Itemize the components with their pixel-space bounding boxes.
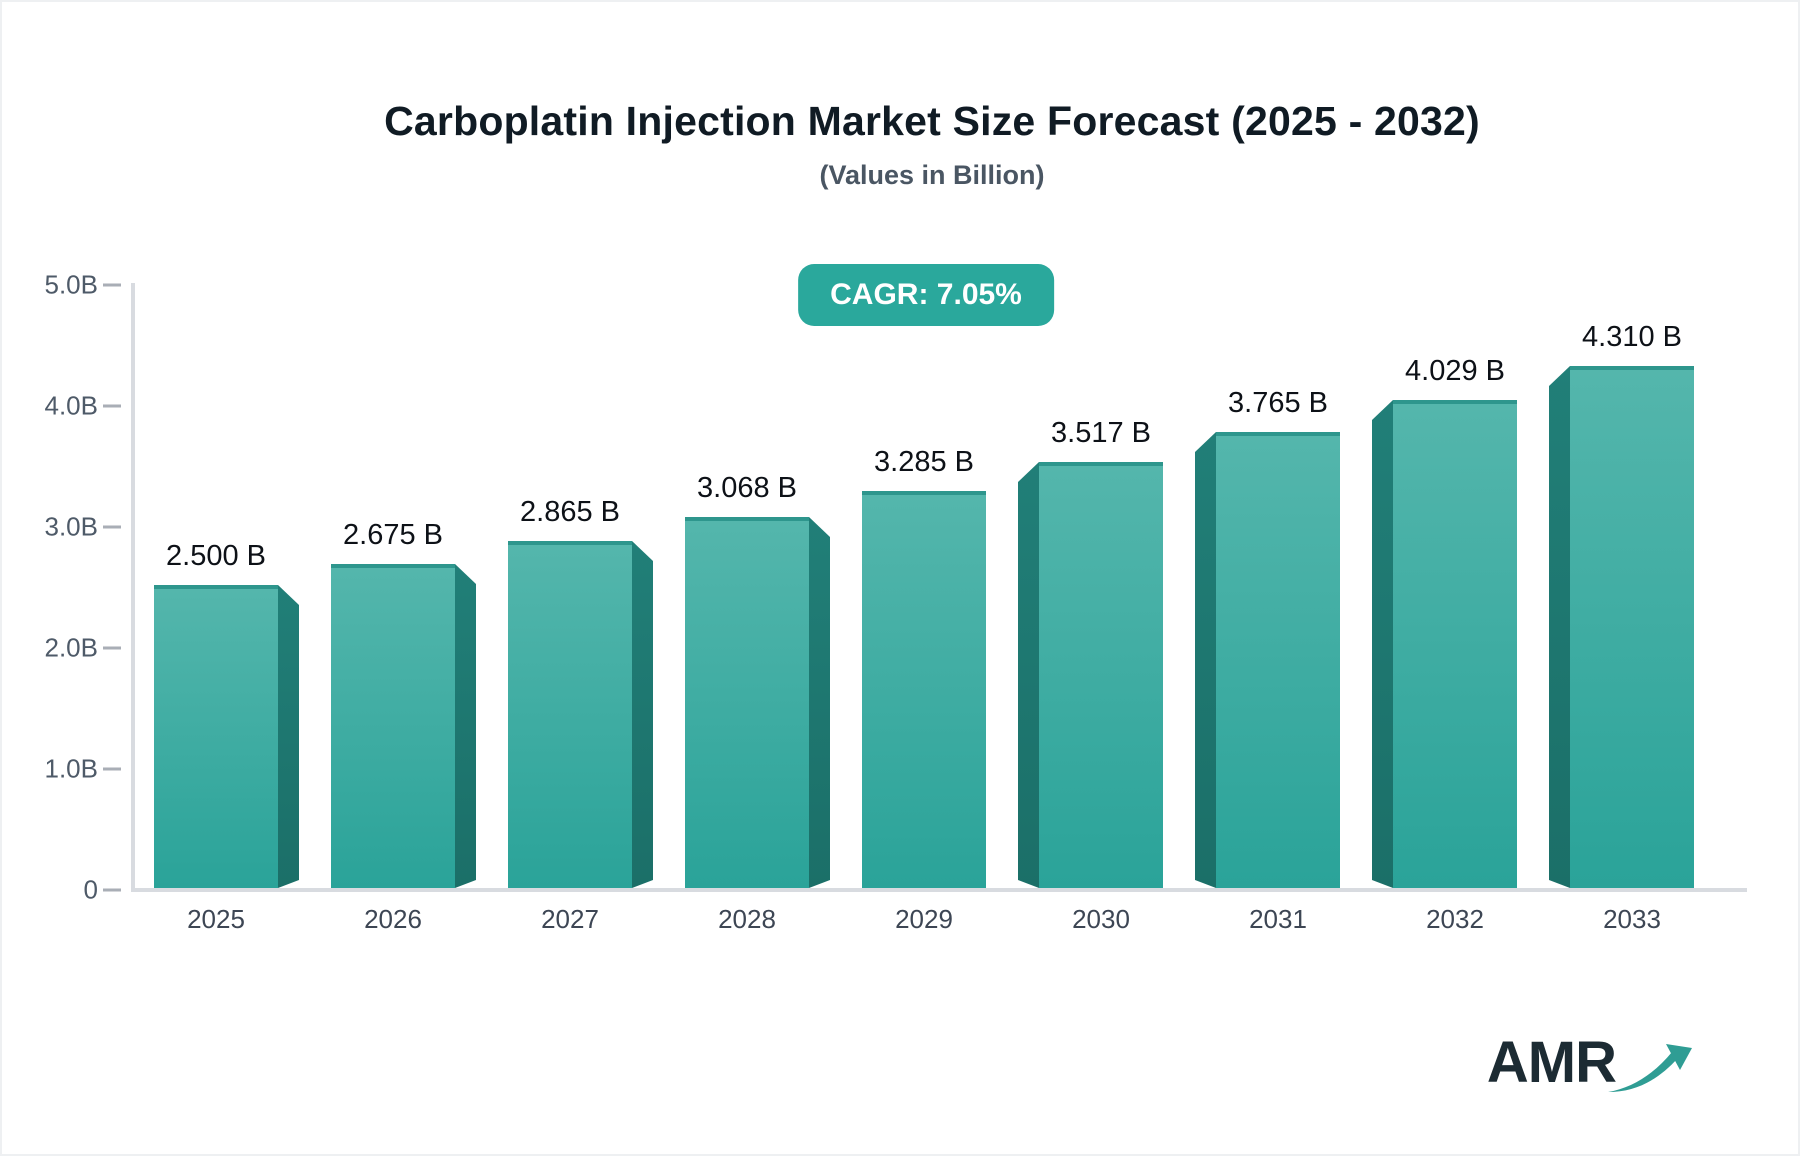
y-tick-label: 4.0B [44, 390, 99, 421]
y-axis-line [131, 283, 135, 892]
x-axis-label: 2029 [895, 904, 953, 934]
amr-logo: AMR [1487, 1034, 1694, 1098]
x-axis-label: 2031 [1249, 904, 1307, 934]
bar-2028 [685, 517, 809, 888]
bar-value-label: 3.068 B [697, 472, 797, 504]
x-axis-label: 2025 [187, 904, 245, 934]
bar-value-label: 4.310 B [1582, 321, 1682, 353]
y-tick-label: 1.0B [44, 753, 99, 784]
bar-value-label: 2.865 B [520, 496, 620, 528]
y-tick-label: 3.0B [44, 511, 99, 542]
chart-title: Carboplatin Injection Market Size Foreca… [384, 98, 1480, 144]
bar-3d-side [278, 585, 299, 888]
growth-arrow-icon [1608, 1044, 1692, 1092]
bar-2030 [1039, 462, 1163, 888]
x-axis-label: 2026 [364, 904, 422, 934]
bar-value-label: 3.517 B [1051, 417, 1151, 449]
y-tick-mark [103, 404, 121, 408]
y-tick-label: 0 [83, 874, 98, 905]
bar-3d-side [632, 541, 653, 888]
chart-subtitle: (Values in Billion) [819, 160, 1045, 190]
x-axis-label: 2032 [1426, 904, 1484, 934]
bar-2027 [508, 541, 632, 888]
x-axis-label: 2028 [718, 904, 776, 934]
y-tick-mark [103, 767, 121, 771]
y-tick-mark [103, 283, 121, 287]
cagr-badge: CAGR: 7.05% [798, 264, 1054, 326]
bar-value-label: 3.765 B [1228, 387, 1328, 419]
x-axis-label: 2030 [1072, 904, 1130, 934]
bar-2025 [154, 585, 278, 888]
bar-3d-side [1549, 366, 1570, 888]
bar-2033 [1570, 366, 1694, 888]
y-tick-mark [103, 888, 121, 892]
bar-value-label: 2.675 B [343, 519, 443, 551]
bar-3d-side [1195, 432, 1216, 888]
bar-value-label: 2.500 B [166, 540, 266, 572]
bar-3d-side [809, 517, 830, 888]
bar-2029 [862, 491, 986, 888]
amr-logo-text: AMR [1486, 1030, 1617, 1095]
y-tick-label: 5.0B [44, 269, 99, 300]
y-tick-mark [103, 646, 121, 650]
bar-3d-side [1018, 462, 1039, 888]
x-axis-baseline [131, 888, 1747, 892]
y-tick-mark [103, 525, 121, 529]
bar-2031 [1216, 432, 1340, 888]
bar-value-label: 3.285 B [874, 446, 974, 478]
bar-3d-side [1372, 400, 1393, 888]
bar-2032 [1393, 400, 1517, 888]
bar-3d-side [455, 564, 476, 888]
y-tick-label: 2.0B [44, 632, 99, 663]
bar-value-label: 4.029 B [1405, 355, 1505, 387]
x-axis-label: 2027 [541, 904, 599, 934]
x-axis-label: 2033 [1603, 904, 1661, 934]
bar-2026 [331, 564, 455, 888]
